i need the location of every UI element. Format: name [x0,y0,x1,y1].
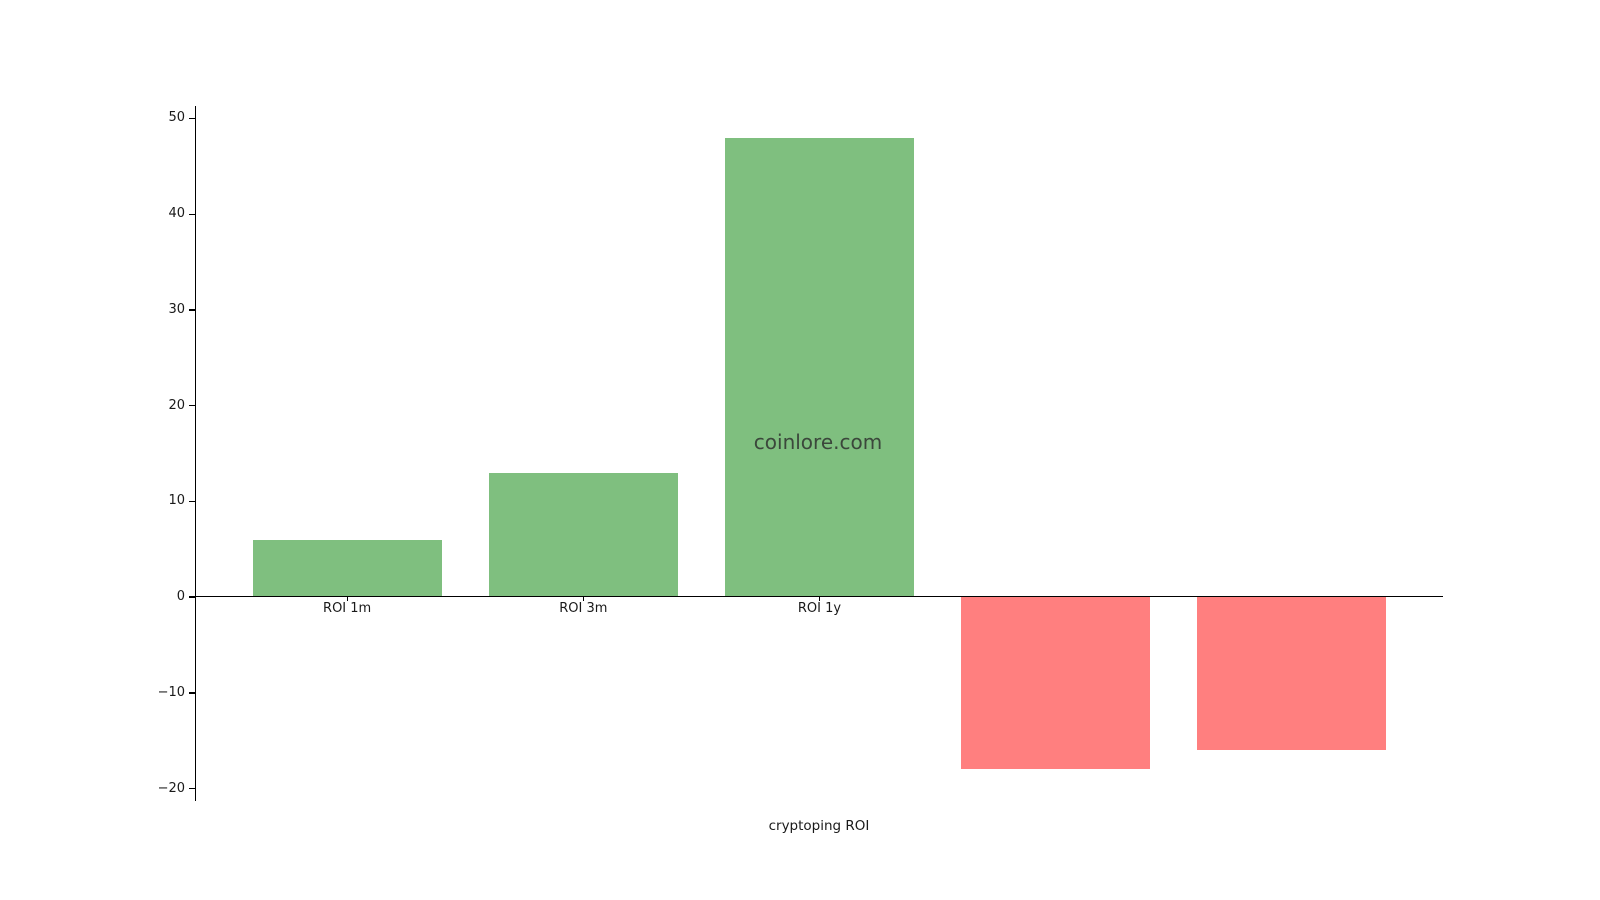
x-tick-mark [818,597,821,602]
y-tick-mark [189,117,195,120]
x-axis-spine [195,596,1443,598]
y-tick-label: 20 [168,397,185,413]
bar-roi-3m [488,472,678,598]
x-tick-mark [582,597,584,602]
x-tick-mark [346,597,348,602]
bar-roi-1m [252,539,442,598]
bar-roi-1y [725,137,914,598]
y-tick-label: 0 [176,589,185,605]
y-tick-label: 10 [168,493,185,509]
y-tick-label: 30 [168,301,185,317]
bar-unlabeled-4 [1197,597,1387,751]
x-axis-title: cryptoping ROI [768,818,870,834]
y-tick-mark [189,309,195,311]
y-tick-mark [189,787,195,790]
y-tick-label: 40 [168,206,185,222]
y-axis-spine [195,106,197,801]
x-tick-label: ROI 3m [559,601,608,617]
x-tick-label: ROI 1m [323,601,372,617]
y-tick-label: 50 [168,110,185,126]
x-tick-label: ROI 1y [797,601,842,617]
y-tick-label: −10 [157,684,185,700]
y-tick-mark [189,500,195,503]
y-tick-mark [189,405,195,407]
y-tick-label: −20 [157,780,185,796]
y-tick-mark [189,692,195,694]
watermark-text: coinlore.com [753,430,883,454]
y-tick-mark [189,596,195,598]
y-tick-mark [189,213,195,215]
bar-unlabeled-3 [961,597,1151,770]
